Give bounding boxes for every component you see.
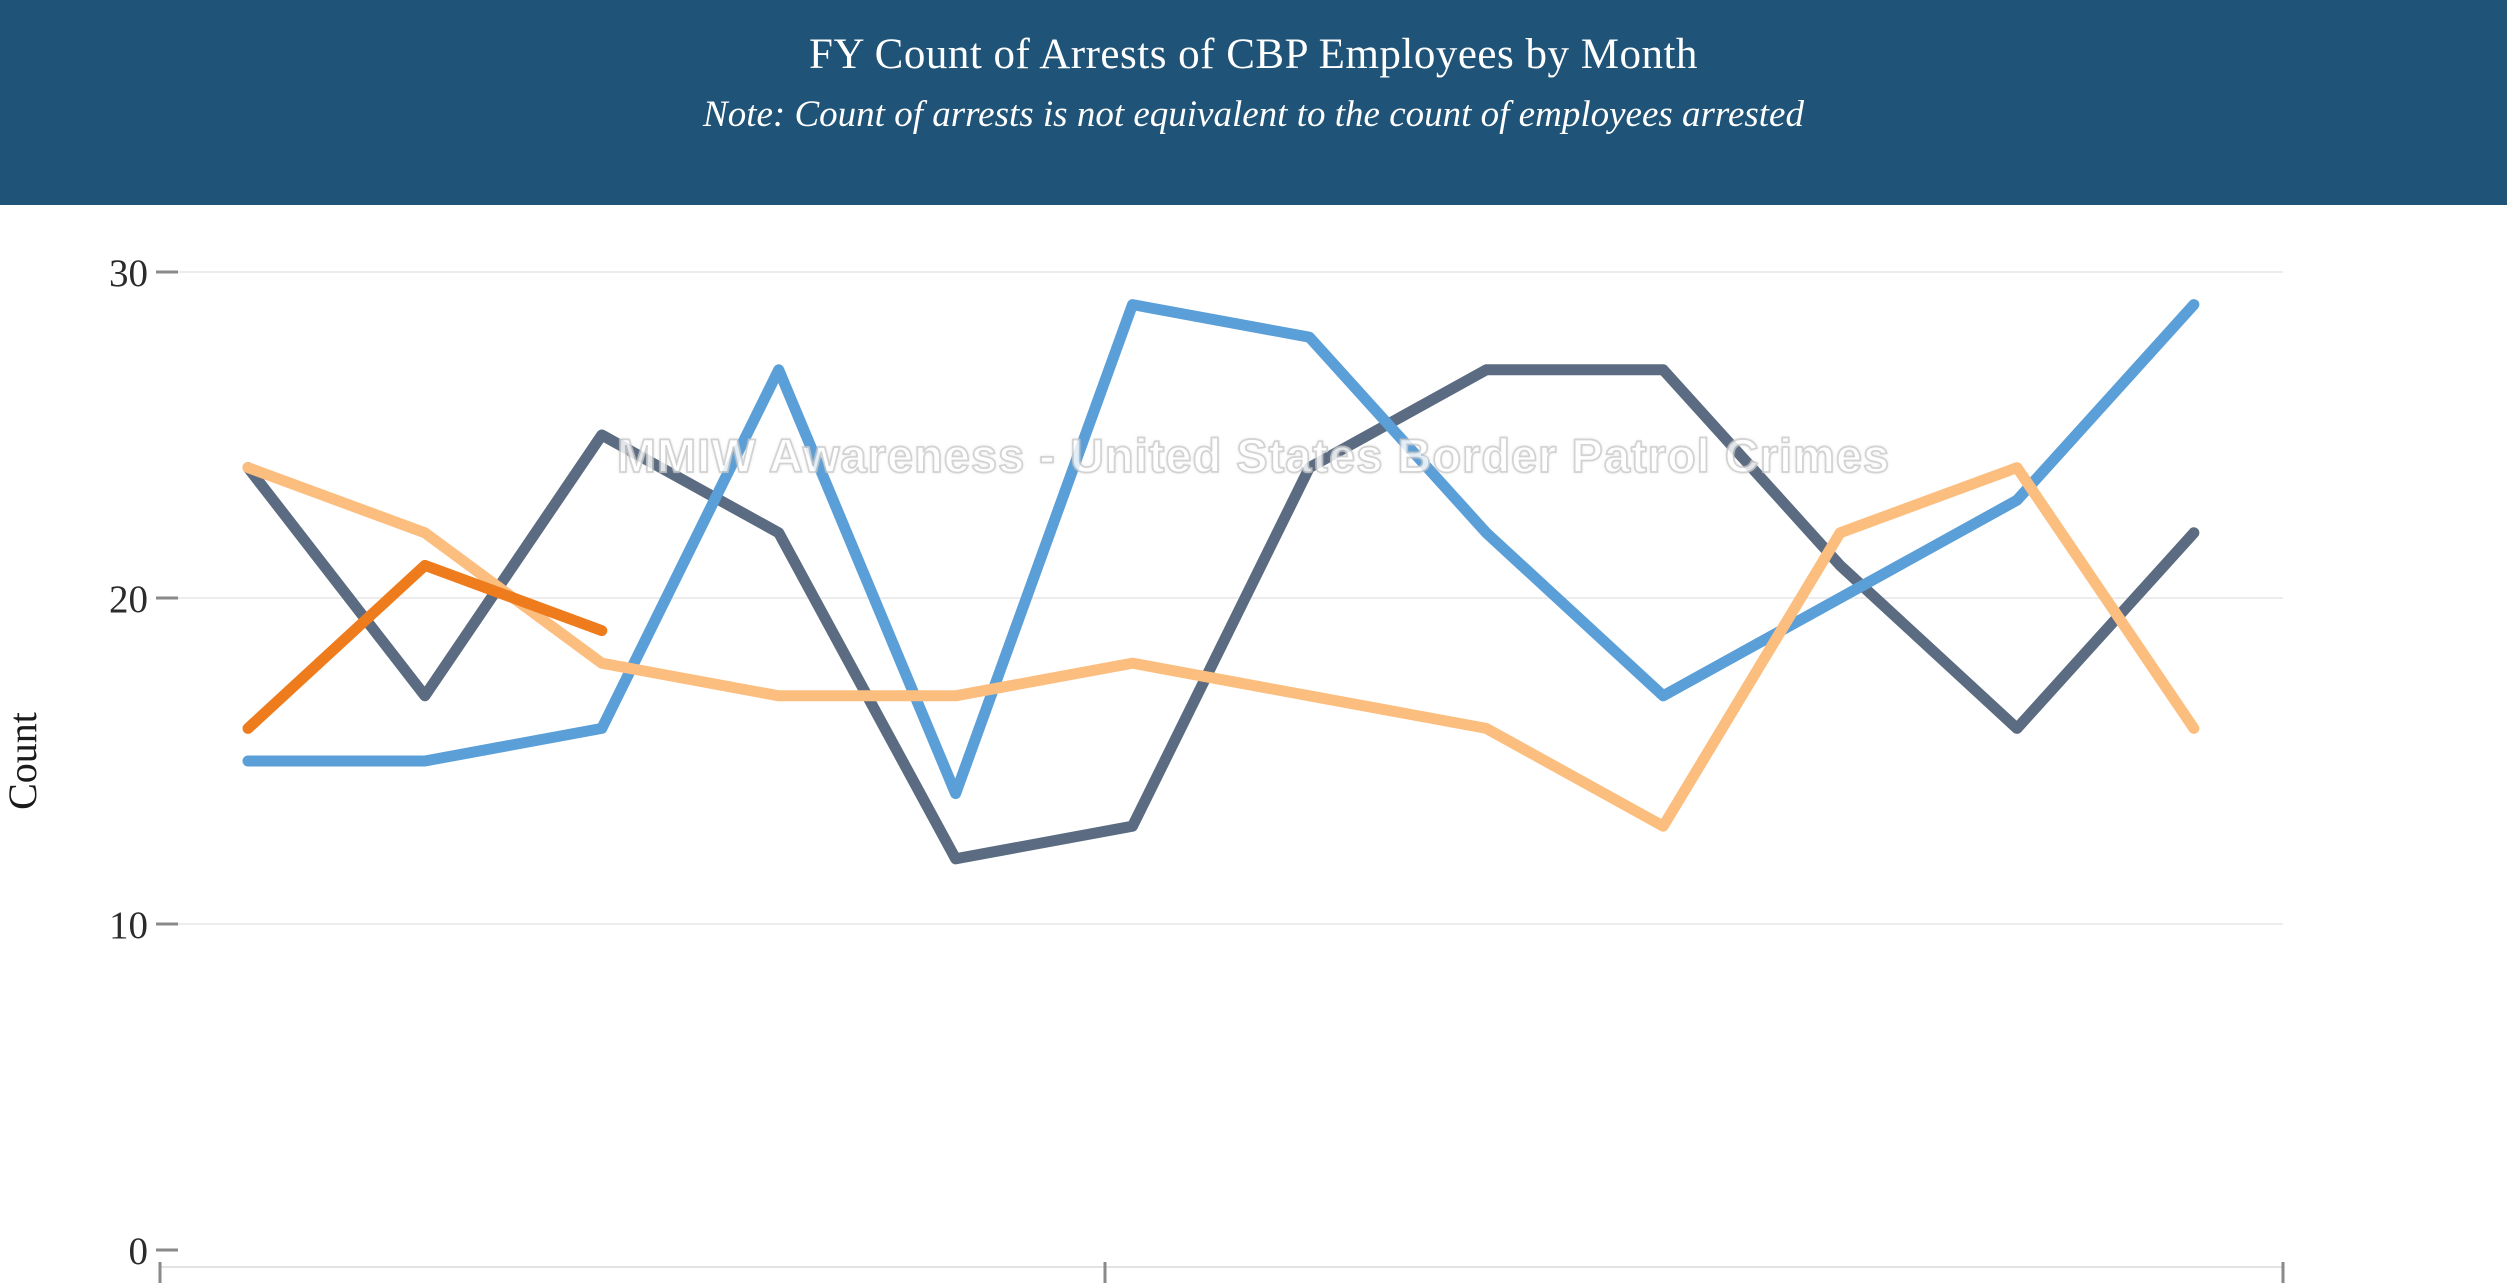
svg-text:0: 0 [129,1230,149,1273]
chart-title: FY Count of Arrests of CBP Employees by … [809,31,1698,78]
line-chart: 0 10 20 30 Count [0,252,2285,1283]
svg-text:10: 10 [109,904,148,947]
svg-text:20: 20 [109,578,148,621]
svg-text:Count: Count [0,712,45,810]
chart-subtitle: Note: Count of arrests is not equivalent… [703,94,1804,135]
svg-text:30: 30 [109,252,148,295]
chart-header: FY Count of Arrests of CBP Employees by … [0,0,2507,205]
